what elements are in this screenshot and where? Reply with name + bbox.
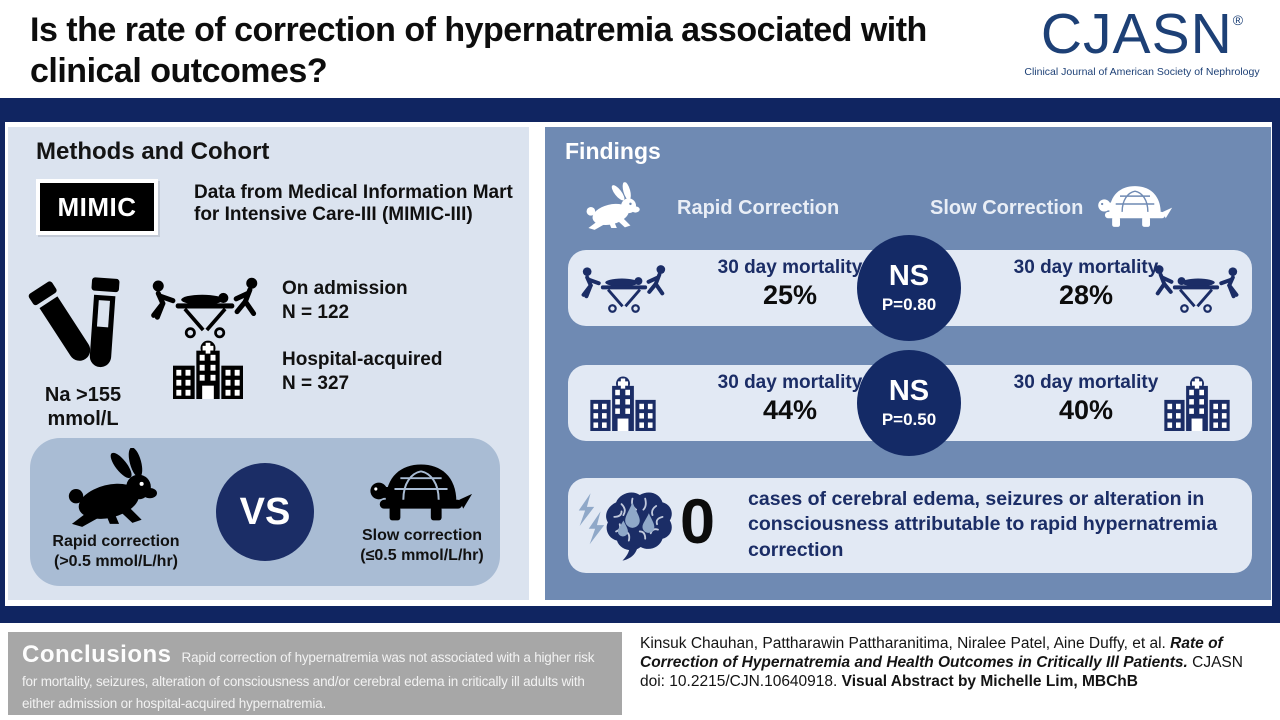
- stat-label: 30 day mortality: [717, 257, 863, 278]
- stat-value: 44%: [762, 394, 818, 425]
- page-title-line2: clinical outcomes?: [30, 52, 328, 91]
- slow-mortality-stat: 30 day mortality 28%: [966, 257, 1206, 311]
- rapid-label-text: Rapid correction: [52, 533, 180, 550]
- findings-heading: Findings: [565, 138, 661, 164]
- findings-panel: Findings Rapid Correction Slow Correctio…: [545, 127, 1271, 600]
- rabbit-icon: [58, 448, 174, 530]
- p-value: P=0.80: [881, 294, 937, 314]
- tortoise-icon: [366, 454, 476, 524]
- stat-value: 28%: [1058, 279, 1114, 310]
- vs-badge-text: VS: [239, 490, 291, 533]
- p-value: P=0.50: [881, 409, 937, 429]
- conclusions-heading: Conclusions: [22, 641, 172, 668]
- rapid-mortality-stat: 30 day mortality 44%: [670, 372, 910, 426]
- stretcher-icon: [576, 263, 672, 315]
- hospital-n: N = 327: [282, 373, 350, 395]
- stat-label: 30 day mortality: [717, 372, 863, 393]
- rapid-rate-text: (>0.5 mmol/L/hr): [53, 553, 179, 570]
- cjasn-logo: CJASN® Clinical Journal of American Soci…: [1016, 6, 1268, 79]
- stat-value: 40%: [1058, 394, 1114, 425]
- rapid-mortality-stat: 30 day mortality 25%: [670, 257, 910, 311]
- comparison-box: Rapid correction (>0.5 mmol/L/hr) VS Slo…: [30, 438, 500, 586]
- citation-authors: Kinsuk Chauhan, Pattharawin Pattharaniti…: [640, 635, 1171, 652]
- conclusions-box: Conclusions Rapid correction of hypernatr…: [8, 632, 622, 715]
- tortoise-icon: [1095, 175, 1175, 233]
- slow-correction-column-header: Slow Correction: [930, 197, 1084, 219]
- hospital-cohort-label: Hospital-acquired N = 327: [282, 348, 442, 397]
- rapid-correction-label: Rapid correction (>0.5 mmol/L/hr): [38, 532, 194, 572]
- stat-label: 30 day mortality: [1013, 372, 1159, 393]
- registered-mark: ®: [1232, 12, 1244, 28]
- page-title-line1: Is the rate of correction of hypernatrem…: [30, 11, 927, 49]
- stretcher-icon: [1148, 263, 1244, 315]
- citation-doi: CJASN doi: 10.2215/CJN.10640918.: [640, 654, 1243, 691]
- methods-panel: Methods and Cohort MIMIC Data from Medic…: [8, 127, 529, 600]
- citation: Kinsuk Chauhan, Pattharawin Pattharaniti…: [640, 634, 1270, 692]
- mimic-logo: MIMIC: [36, 179, 158, 235]
- zero-cases-value: 0: [680, 487, 716, 557]
- test-tubes-icon: [24, 273, 136, 385]
- stat-label: 30 day mortality: [1013, 257, 1159, 278]
- sodium-value: Na >155: [44, 384, 122, 406]
- finding-row-hospital-mortality: 30 day mortality 44% NS P=0.50 30 day mo…: [568, 350, 1252, 456]
- page-title: Is the rate of correction of hypernatrem…: [30, 10, 927, 93]
- data-source-text: Data from Medical Information Mart for I…: [194, 182, 513, 226]
- slow-correction-label: Slow correction (≤0.5 mmol/L/hr): [344, 526, 500, 566]
- brain-lightning-icon: [576, 485, 678, 567]
- ns-label: NS: [888, 374, 930, 407]
- admission-cohort-label: On admission N = 122: [282, 277, 408, 326]
- sodium-threshold-label: Na >155 mmol/L: [24, 383, 142, 432]
- slow-rate-text: (≤0.5 mmol/L/hr): [360, 547, 484, 564]
- cjasn-logo-text: CJASN®: [1016, 6, 1268, 63]
- hospital-icon: [582, 375, 664, 431]
- ns-badge: NS P=0.50: [857, 350, 961, 456]
- ns-label: NS: [888, 259, 930, 292]
- stat-value: 25%: [762, 279, 818, 310]
- citation-article-title: Rate of Correction of Hypernatremia and …: [640, 635, 1223, 672]
- mimic-logo-text: MIMIC: [57, 191, 137, 222]
- citation-credit: Visual Abstract by Michelle Lim, MBChB: [841, 673, 1138, 691]
- admission-label: On admission: [282, 278, 408, 299]
- slow-label-text: Slow correction: [361, 527, 483, 544]
- finding-row-zero-complications: 0 cases of cerebral edema, seizures or a…: [568, 478, 1252, 573]
- finding-row-admission-mortality: 30 day mortality 25% NS P=0.80 30 day mo…: [568, 235, 1252, 341]
- methods-heading: Methods and Cohort: [36, 138, 270, 165]
- hospital-icon: [1156, 375, 1238, 431]
- ns-badge: NS P=0.80: [857, 235, 961, 341]
- rapid-correction-column-header: Rapid Correction: [677, 197, 840, 219]
- sodium-unit: mmol/L: [47, 408, 119, 431]
- hospital-label: Hospital-acquired: [282, 349, 443, 370]
- cjasn-tagline: Clinical Journal of American Society of …: [1024, 66, 1260, 78]
- admission-n: N = 122: [282, 302, 350, 324]
- cjasn-wordmark: CJASN: [1040, 2, 1233, 66]
- rabbit-icon: [581, 180, 649, 234]
- slow-mortality-stat: 30 day mortality 40%: [966, 372, 1206, 426]
- stretcher-icon: [146, 275, 264, 341]
- conclusions-text: Rapid correction of hypernatremia was no…: [22, 650, 595, 711]
- vs-badge: VS: [216, 463, 314, 561]
- zero-cases-text: cases of cerebral edema, seizures or alt…: [748, 488, 1218, 561]
- hospital-icon: [164, 339, 252, 399]
